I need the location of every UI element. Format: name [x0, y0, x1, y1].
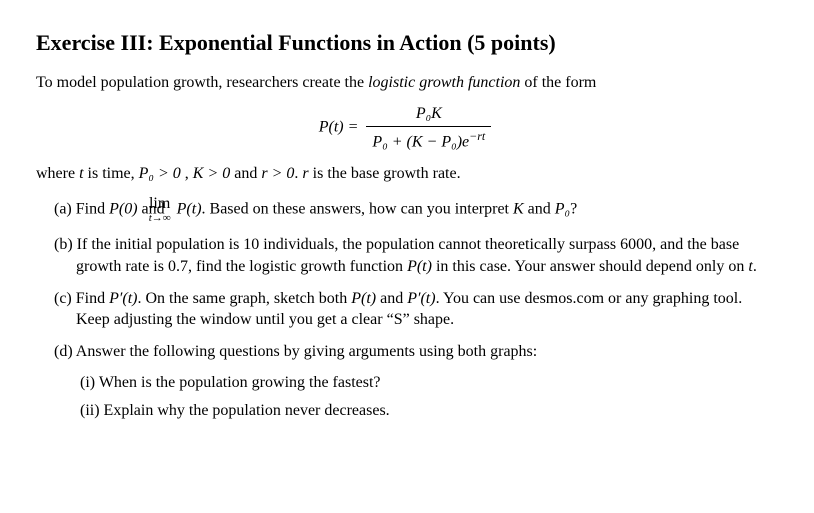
- part-b-text2: in this case. Your answer should depend …: [432, 258, 748, 275]
- part-c-text3: and: [376, 290, 407, 307]
- part-a-pre: Find: [72, 201, 109, 218]
- intro-post: of the form: [520, 74, 596, 91]
- intro-pre: To model population growth, researchers …: [36, 74, 368, 91]
- part-d-ii: (ii) Explain why the population never de…: [80, 400, 778, 422]
- formula-den-exp: −rt: [469, 129, 485, 143]
- intro-line: To model population growth, researchers …: [36, 72, 778, 94]
- part-a-p0: P(0): [109, 201, 137, 218]
- where-k: K > 0: [193, 165, 230, 182]
- part-a: (a) Find P(0) and limt→∞ P(t). Based on …: [54, 196, 778, 224]
- part-b-pt: P(t): [407, 258, 432, 275]
- where-sep1: ,: [181, 165, 193, 182]
- formula-lhs: P(t) =: [319, 119, 359, 136]
- part-c-text1: Find: [72, 290, 109, 307]
- where-pre: where: [36, 165, 79, 182]
- part-a-mid3: and: [524, 201, 555, 218]
- part-d-ii-label: (ii): [80, 402, 100, 419]
- formula: P(t) = P₀K P₀ + (K − P₀)e−rt: [36, 103, 778, 153]
- formula-numerator: P₀K: [366, 103, 491, 127]
- part-c: (c) Find P′(t). On the same graph, sketc…: [54, 288, 778, 331]
- part-d: (d) Answer the following questions by gi…: [54, 341, 778, 363]
- where-p0: P₀ > 0: [139, 165, 181, 182]
- part-a-label: (a): [54, 201, 72, 218]
- part-c-pt: P(t): [351, 290, 376, 307]
- part-a-P0: P₀: [555, 201, 570, 218]
- part-a-mid2: . Based on these answers, how can you in…: [202, 201, 513, 218]
- part-d-text: Answer the following questions by giving…: [73, 343, 538, 360]
- where-and: and: [230, 165, 261, 182]
- part-b-tail: .: [753, 258, 757, 275]
- where-tail: is the base growth rate.: [309, 165, 461, 182]
- part-c-pprime: P′(t): [109, 290, 137, 307]
- part-d-label: (d): [54, 343, 73, 360]
- part-b: (b) If the initial population is 10 indi…: [54, 234, 778, 277]
- part-a-pt: P(t): [173, 201, 202, 218]
- part-a-K: K: [513, 201, 524, 218]
- part-d-ii-text: Explain why the population never decreas…: [100, 402, 390, 419]
- formula-fraction: P₀K P₀ + (K − P₀)e−rt: [366, 103, 491, 153]
- where-mid1: is time,: [84, 165, 139, 182]
- part-c-label: (c): [54, 290, 72, 307]
- part-c-text2: . On the same graph, sketch both: [137, 290, 351, 307]
- part-a-tail: ?: [570, 201, 577, 218]
- part-c-pprime2: P′(t): [407, 290, 435, 307]
- where-line: where t is time, P₀ > 0 , K > 0 and r > …: [36, 163, 778, 185]
- formula-den-pre: P₀ + (K − P₀)e: [372, 133, 469, 150]
- part-d-i-text: When is the population growing the faste…: [95, 374, 380, 391]
- part-d-i: (i) When is the population growing the f…: [80, 372, 778, 394]
- where-r: r > 0: [261, 165, 294, 182]
- part-b-label: (b): [54, 236, 73, 253]
- exercise-title: Exercise III: Exponential Functions in A…: [36, 28, 778, 58]
- formula-denominator: P₀ + (K − P₀)e−rt: [366, 127, 491, 153]
- intro-term: logistic growth function: [368, 74, 520, 91]
- part-d-i-label: (i): [80, 374, 95, 391]
